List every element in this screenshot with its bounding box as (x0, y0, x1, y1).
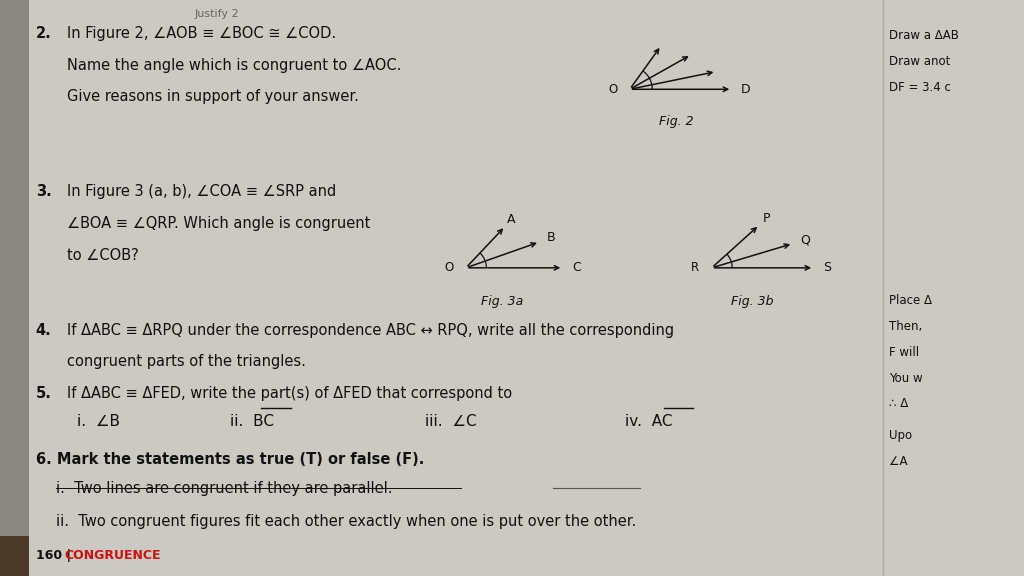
Text: Fig. 3a: Fig. 3a (480, 295, 523, 308)
Text: Fig. 2: Fig. 2 (658, 115, 693, 128)
Text: If ΔABC ≡ ΔRPQ under the correspondence ABC ↔ RPQ, write all the corresponding: If ΔABC ≡ ΔRPQ under the correspondence … (67, 323, 674, 338)
Text: B: B (547, 232, 555, 244)
Text: Upo: Upo (889, 429, 912, 442)
Text: DF = 3.4 c: DF = 3.4 c (889, 81, 950, 94)
Text: A: A (507, 213, 516, 226)
Text: Draw anot: Draw anot (889, 55, 950, 68)
Text: Place Δ: Place Δ (889, 294, 932, 307)
Bar (0, 0, 29, 576)
Text: Q: Q (800, 233, 810, 247)
Text: Give reasons in support of your answer.: Give reasons in support of your answer. (67, 89, 358, 104)
Text: Then,: Then, (889, 320, 922, 333)
Text: You w: You w (889, 372, 923, 385)
Text: CONGRUENCE: CONGRUENCE (65, 550, 161, 562)
Text: ∠A: ∠A (889, 455, 907, 468)
Text: ii.  BC: ii. BC (230, 414, 274, 429)
Text: Fig. 3b: Fig. 3b (731, 295, 774, 308)
Text: S: S (823, 262, 831, 274)
Text: C: C (572, 262, 581, 274)
Text: Draw a ΔAB: Draw a ΔAB (889, 29, 958, 42)
Text: D: D (740, 83, 751, 96)
Text: ii.  Two congruent figures fit each other exactly when one is put over the other: ii. Two congruent figures fit each other… (56, 514, 637, 529)
Text: Name the angle which is congruent to ∠AOC.: Name the angle which is congruent to ∠AO… (67, 58, 401, 73)
Bar (0, 536, 29, 576)
Text: Justify 2: Justify 2 (195, 9, 240, 18)
Text: ∠BOA ≡ ∠QRP. Which angle is congruent: ∠BOA ≡ ∠QRP. Which angle is congruent (67, 216, 370, 231)
Text: 4.: 4. (36, 323, 51, 338)
Text: ∴ Δ: ∴ Δ (889, 397, 908, 411)
Text: 6. Mark the statements as true (T) or false (F).: 6. Mark the statements as true (T) or fa… (36, 452, 424, 467)
Text: O: O (444, 262, 454, 274)
Text: 5.: 5. (36, 386, 52, 401)
Text: congruent parts of the triangles.: congruent parts of the triangles. (67, 354, 305, 369)
Text: R: R (691, 262, 699, 274)
Text: 2.: 2. (36, 26, 51, 41)
Text: 3.: 3. (36, 184, 51, 199)
Text: iii.  ∠C: iii. ∠C (425, 414, 476, 429)
Text: In Figure 2, ∠AOB ≡ ∠BOC ≅ ∠COD.: In Figure 2, ∠AOB ≡ ∠BOC ≅ ∠COD. (67, 26, 336, 41)
Text: P: P (763, 212, 770, 225)
Text: iv.  AC: iv. AC (625, 414, 672, 429)
Text: to ∠COB?: to ∠COB? (67, 248, 138, 263)
Text: i.  Two lines are congruent if they are parallel.: i. Two lines are congruent if they are p… (56, 481, 393, 496)
Bar (883, 0, 1024, 576)
Text: In Figure 3 (a, b), ∠COA ≡ ∠SRP and: In Figure 3 (a, b), ∠COA ≡ ∠SRP and (67, 184, 336, 199)
Text: i.  ∠B: i. ∠B (77, 414, 120, 429)
Text: If ΔABC ≡ ΔFED, write the part(s) of ΔFED that correspond to: If ΔABC ≡ ΔFED, write the part(s) of ΔFE… (67, 386, 512, 401)
Text: 160 |: 160 | (36, 550, 71, 562)
Text: O: O (608, 83, 617, 96)
Text: F will: F will (889, 346, 919, 359)
